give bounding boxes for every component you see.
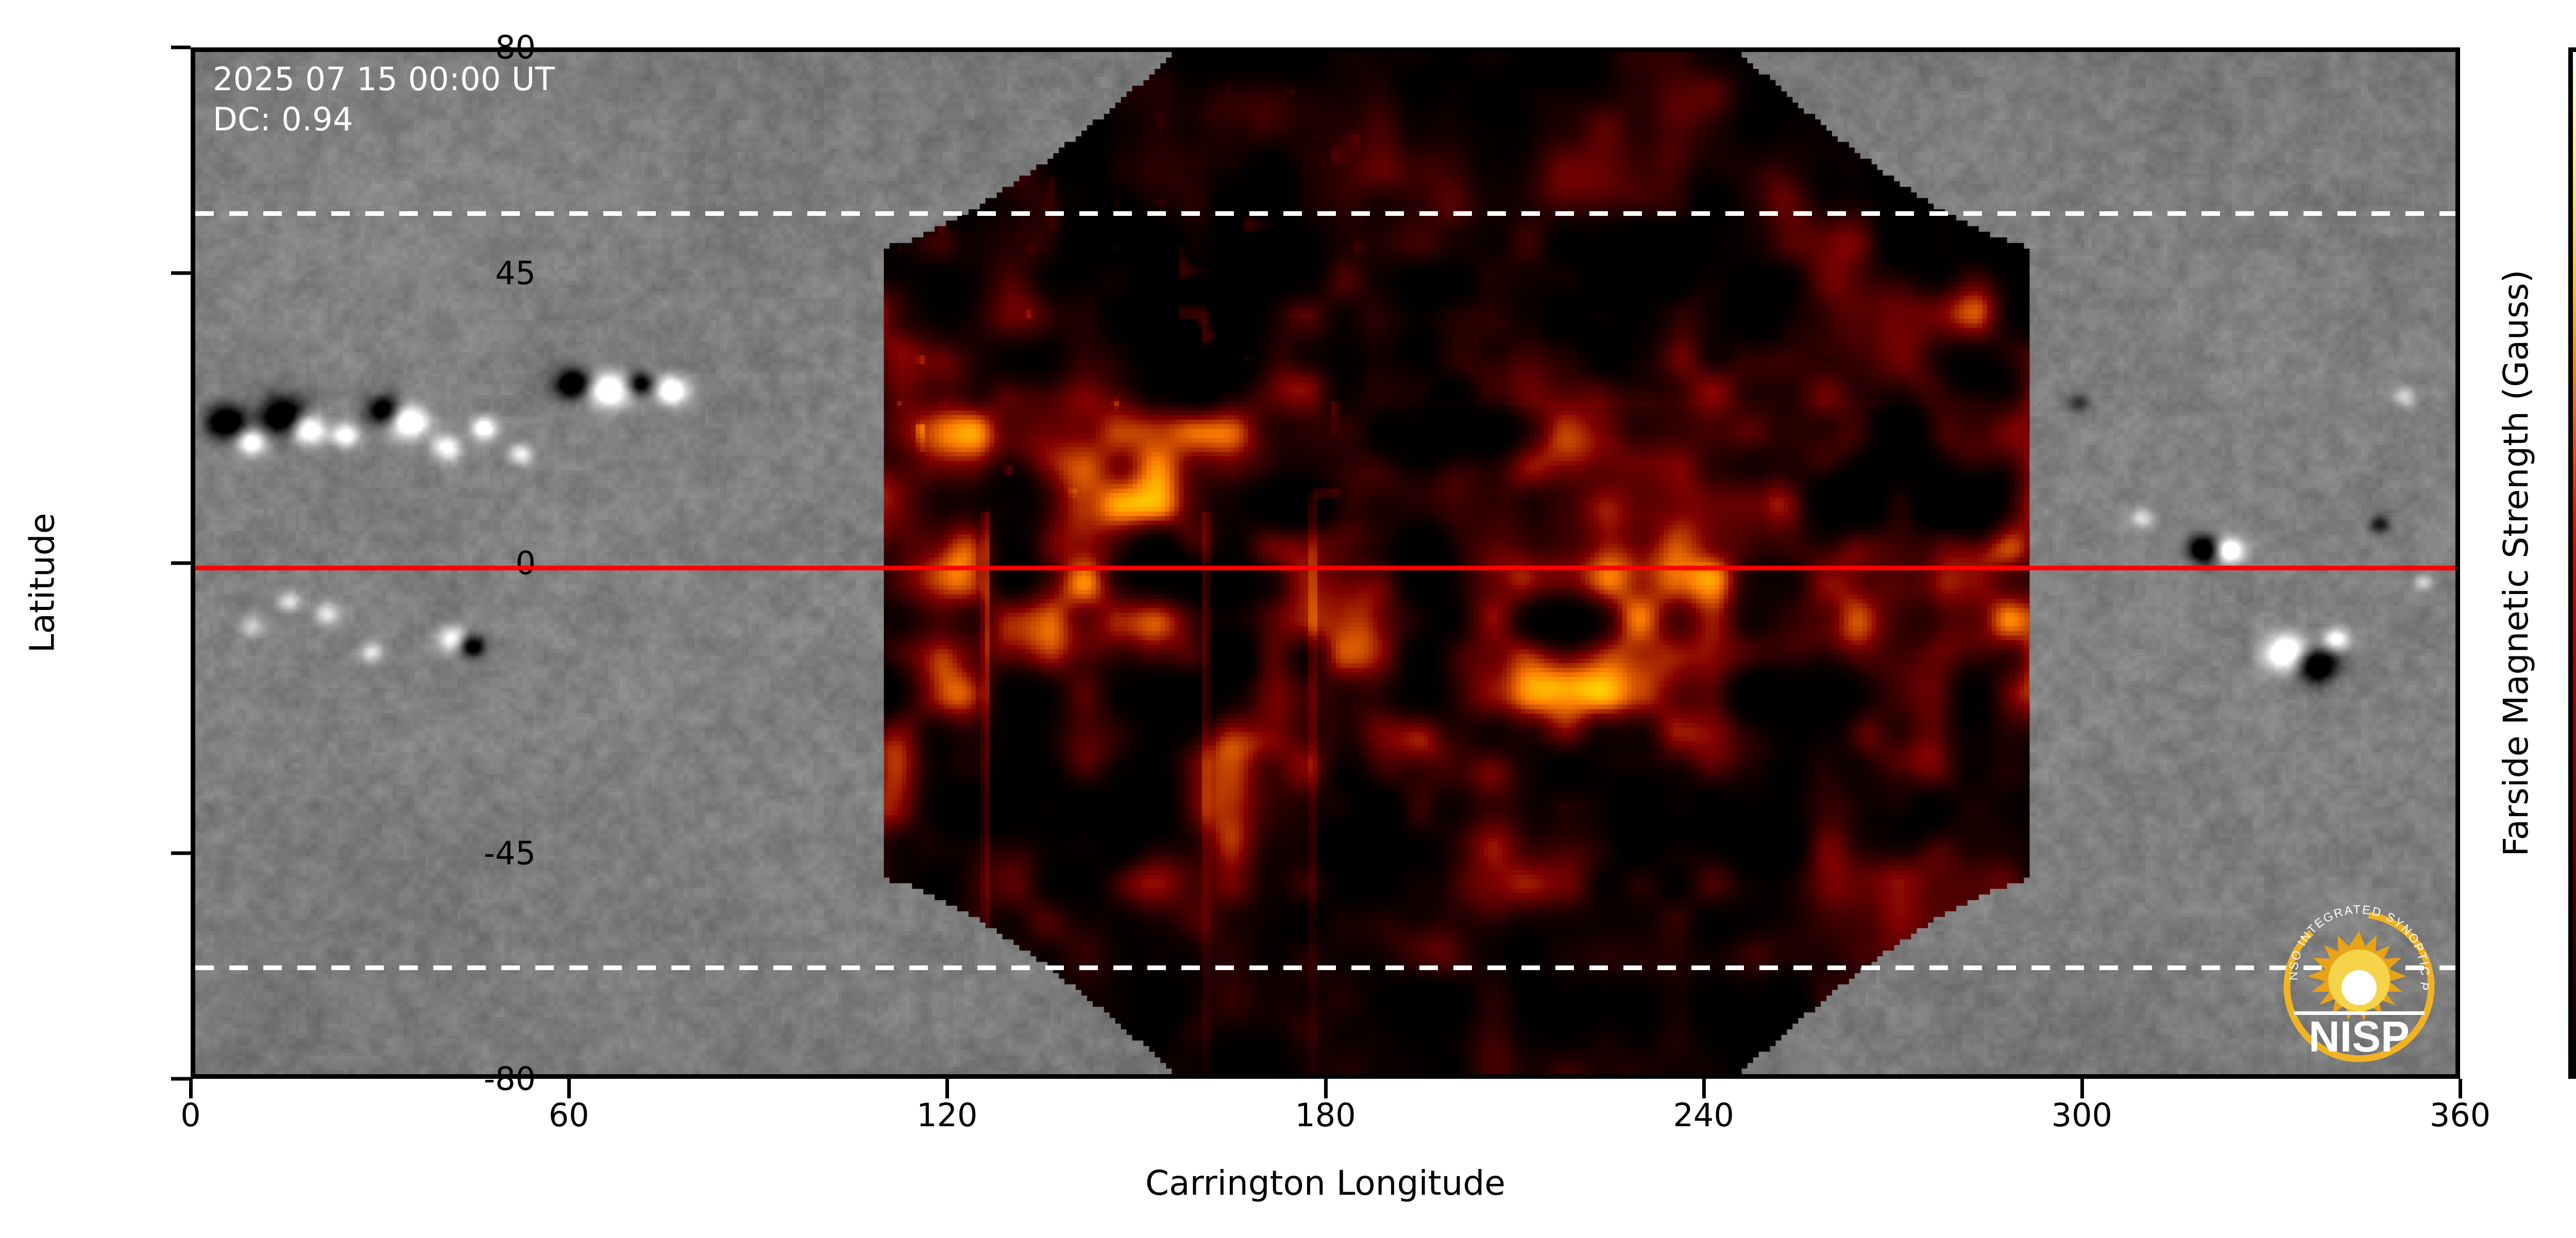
- farside-colorbar: [2568, 47, 2576, 1079]
- farside-colorbar-title: Farside Magnetic Strength (Gauss): [2496, 269, 2536, 857]
- y-axis-tick-label: 0: [515, 544, 536, 582]
- y-axis-tick-mark: [171, 851, 191, 855]
- y-axis-title: Latitude: [22, 513, 62, 653]
- equator-line: [195, 566, 2455, 570]
- y-axis-tick-mark: [171, 561, 191, 565]
- y-axis-tick-label: 80: [495, 28, 536, 66]
- nisp-logo: NISP NSO INTEGRATED SYNOPTIC PROGRAM: [2274, 899, 2435, 1062]
- y-axis-tick-mark: [171, 45, 191, 49]
- nisp-logo-wordmark: NISP: [2309, 1012, 2410, 1061]
- x-axis-tick-mark: [2080, 1079, 2084, 1098]
- y-axis-tick-label: 45: [495, 254, 536, 292]
- y-axis-tick-mark: [171, 1077, 191, 1081]
- x-axis-tick-mark: [1324, 1079, 1328, 1098]
- x-axis-tick-label: 360: [2429, 1096, 2491, 1134]
- synoptic-map-image: [195, 52, 2455, 1074]
- x-axis-tick-mark: [1702, 1079, 1706, 1098]
- y-axis-tick-label: -80: [483, 1060, 536, 1098]
- x-axis-title: Carrington Longitude: [1145, 1163, 1506, 1203]
- x-axis-tick-label: 240: [1673, 1096, 1734, 1134]
- north-latitude-guide-line: [195, 211, 2455, 216]
- x-axis-tick-label: 60: [548, 1096, 589, 1134]
- x-axis-tick-mark: [567, 1079, 571, 1098]
- x-axis-tick-label: 180: [1295, 1096, 1356, 1134]
- x-axis-tick-label: 300: [2051, 1096, 2112, 1134]
- south-latitude-guide-line: [195, 965, 2455, 970]
- y-axis-tick-mark: [171, 271, 191, 275]
- x-axis-tick-label: 0: [180, 1096, 201, 1134]
- x-axis-tick-mark: [2459, 1079, 2462, 1098]
- timestamp-overlay: 2025 07 15 00:00 UT DC: 0.94: [213, 60, 555, 139]
- magnetogram-plot-area: 2025 07 15 00:00 UT DC: 0.94 NISP NSO IN…: [191, 47, 2460, 1079]
- x-axis-tick-mark: [189, 1079, 193, 1098]
- y-axis-tick-label: -45: [483, 834, 536, 872]
- x-axis-tick-mark: [945, 1079, 950, 1098]
- x-axis-tick-label: 120: [917, 1096, 978, 1134]
